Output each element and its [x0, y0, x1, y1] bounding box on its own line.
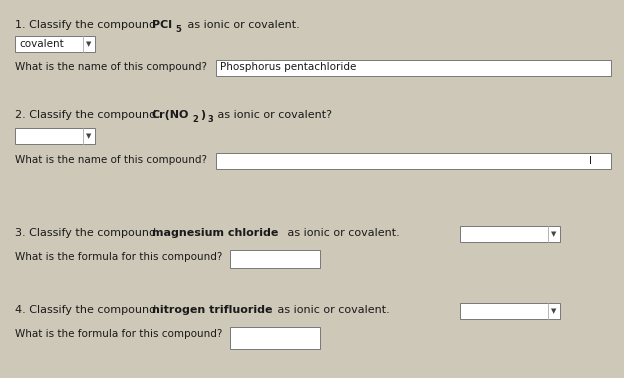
Text: ): ): [200, 110, 205, 120]
Bar: [216, 153, 611, 169]
Text: ▼: ▼: [86, 133, 92, 139]
Text: 3: 3: [207, 115, 213, 124]
Text: as ionic or covalent.: as ionic or covalent.: [184, 20, 300, 30]
Text: Cr(NO: Cr(NO: [152, 110, 189, 120]
Bar: [460, 226, 560, 242]
Text: What is the formula for this compound?: What is the formula for this compound?: [15, 252, 222, 262]
Bar: [230, 250, 320, 268]
Text: What is the name of this compound?: What is the name of this compound?: [15, 155, 207, 165]
Text: nitrogen trifluoride: nitrogen trifluoride: [152, 305, 273, 315]
Text: as ionic or covalent.: as ionic or covalent.: [274, 305, 390, 315]
Text: covalent: covalent: [19, 39, 64, 49]
Bar: [15, 128, 95, 144]
Text: What is the name of this compound?: What is the name of this compound?: [15, 62, 207, 72]
Text: ▼: ▼: [86, 41, 92, 47]
Text: What is the formula for this compound?: What is the formula for this compound?: [15, 329, 222, 339]
Bar: [230, 327, 320, 349]
Text: as ionic or covalent?: as ionic or covalent?: [214, 110, 332, 120]
Text: 1. Classify the compound: 1. Classify the compound: [15, 20, 160, 30]
Text: magnesium chloride: magnesium chloride: [152, 228, 278, 238]
Text: I: I: [588, 156, 592, 166]
Text: Phosphorus pentachloride: Phosphorus pentachloride: [220, 62, 356, 72]
Text: 2: 2: [192, 115, 198, 124]
Text: PCl: PCl: [152, 20, 172, 30]
Text: ▼: ▼: [552, 308, 557, 314]
Text: 3. Classify the compound: 3. Classify the compound: [15, 228, 160, 238]
Text: as ionic or covalent.: as ionic or covalent.: [284, 228, 400, 238]
Text: 4. Classify the compound: 4. Classify the compound: [15, 305, 160, 315]
Bar: [15, 36, 95, 52]
Text: ▼: ▼: [552, 231, 557, 237]
Bar: [216, 60, 611, 76]
Text: 5: 5: [175, 25, 181, 34]
Bar: [460, 303, 560, 319]
Text: 2. Classify the compound: 2. Classify the compound: [15, 110, 160, 120]
